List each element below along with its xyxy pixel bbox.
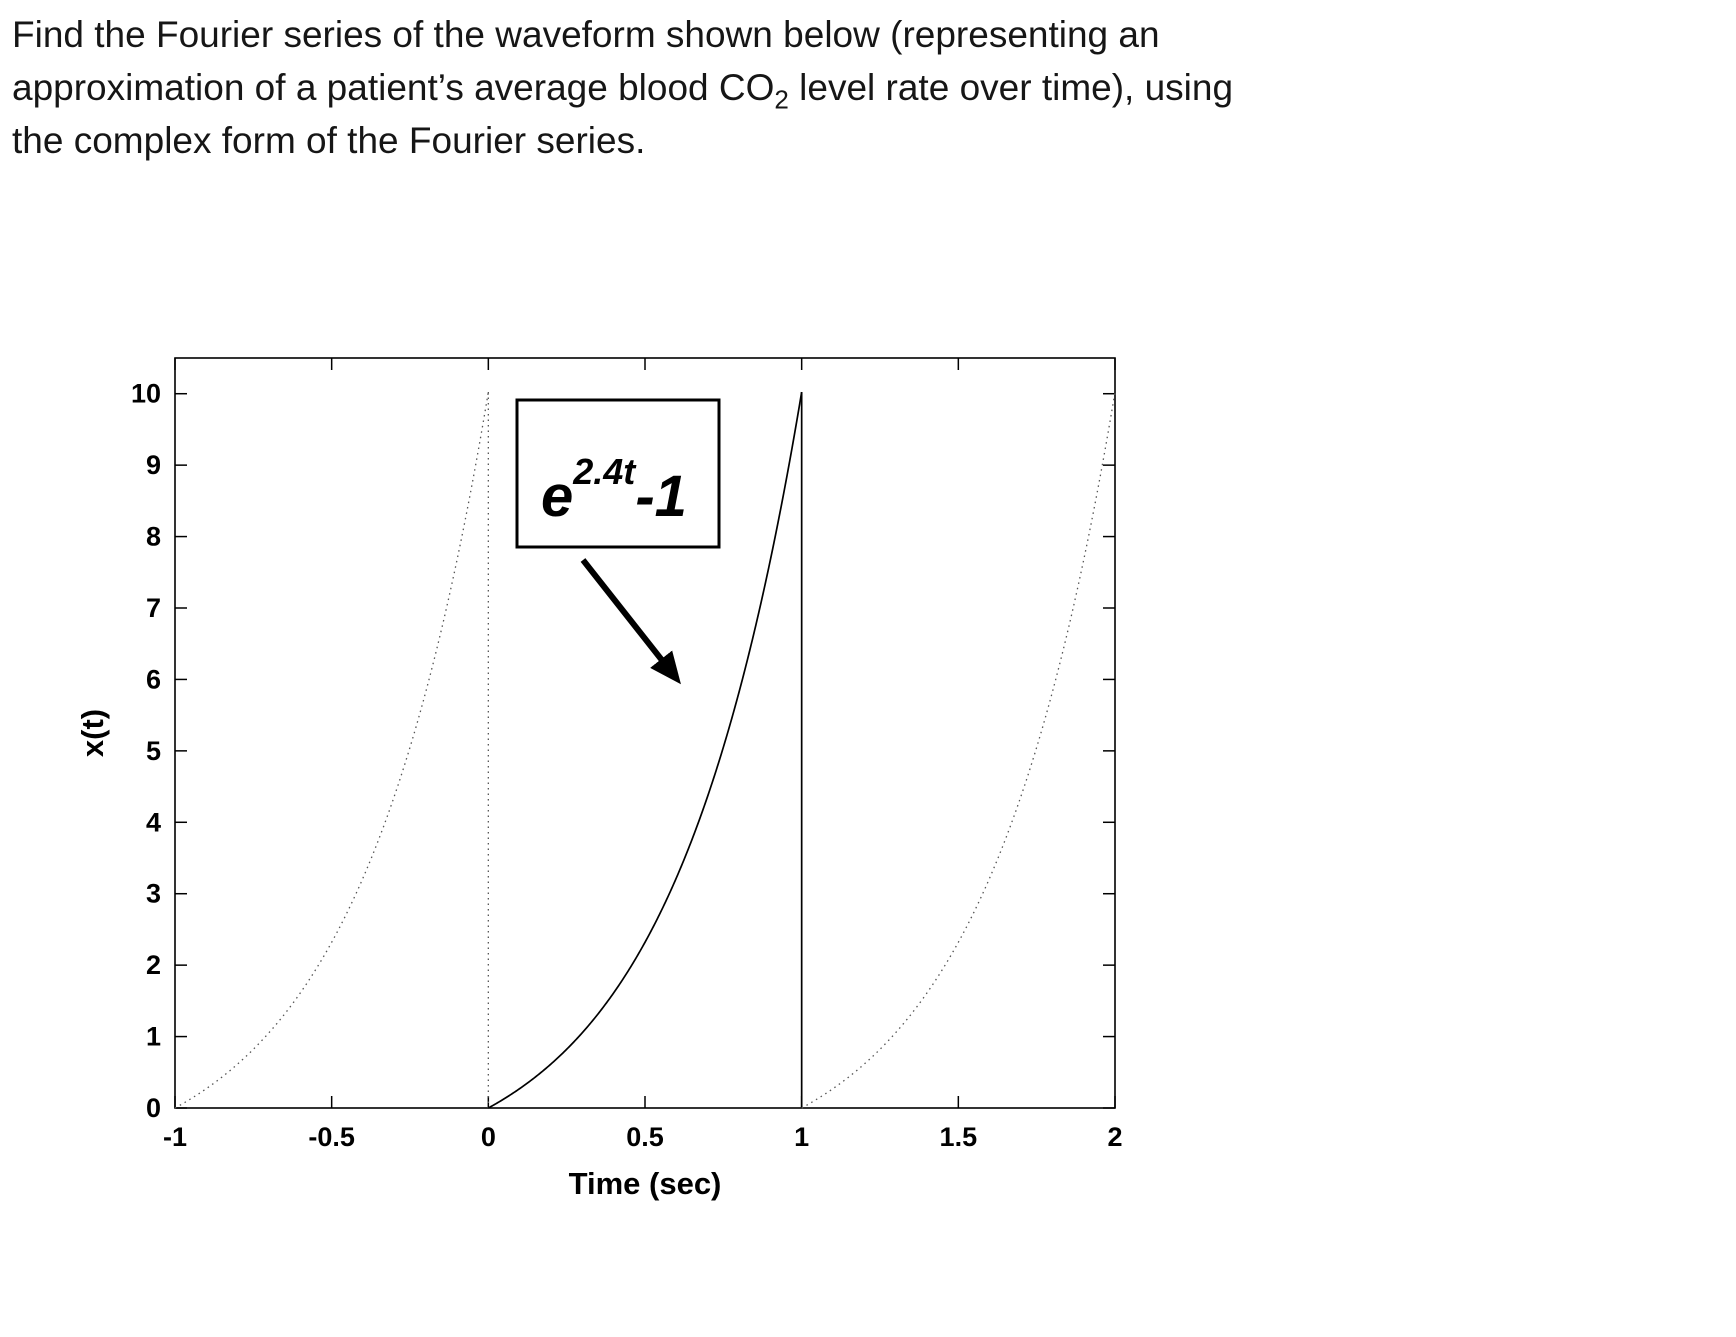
y-tick-label: 0 [146,1093,161,1123]
annotation-arrow [580,558,681,685]
y-tick-label: 3 [146,879,161,909]
y-tick-label: 7 [146,593,161,623]
question-line-3-text: the complex form of the Fourier series. [12,120,646,161]
y-tick-label: 5 [146,736,161,766]
formula-base: e [541,464,573,529]
waveform-segment-solid [487,391,803,1109]
x-tick-label: 0.5 [626,1122,664,1152]
annotation-box [515,398,721,549]
plot-content: -1 -0.5 0 0.5 1 1.5 2 0 1 2 3 4 5 6 7 8 9 10 [131,358,1123,1152]
waveform-plot: -1 -0.5 0 0.5 1 1.5 2 0 1 2 3 4 5 6 7 8 9 10 Time (sec) x… [75,357,1123,1201]
question-line-3: the complex form of the Fourier series. [12,114,1592,167]
y-tick-label: 1 [146,1022,161,1052]
x-tick-label: 2 [1107,1122,1122,1152]
waveform-segment-dotted [801,391,1116,1109]
x-axis-label: Time (sec) [569,1166,722,1201]
question-line-2-prefix: approximation of a patient’s average blo… [12,67,775,108]
x-tick-label: 0 [481,1122,496,1152]
y-tick-label: 4 [146,807,161,837]
formula-suffix: -1 [635,464,687,529]
y-tick-label: 9 [146,450,161,480]
question-line-2-suffix: level rate over time), using [788,67,1234,108]
x-tick-label: -0.5 [308,1122,355,1152]
question-line-1-text: Find the Fourier series of the waveform … [12,14,1160,55]
annotation-callout: e2.4t-1 [515,398,721,685]
x-tick-label: -1 [163,1122,187,1152]
y-tick-label: 8 [146,522,161,552]
y-tick-label: 2 [146,950,161,980]
co2-subscript: 2 [774,84,789,115]
waveform-segment-dotted [174,391,489,1109]
x-tick-label: 1.5 [940,1122,978,1152]
question-text: Find the Fourier series of the waveform … [12,8,1592,167]
annotation-formula: e2.4t-1 [541,451,687,529]
y-tick-label: 10 [131,379,161,409]
y-tick-label: 6 [146,664,161,694]
question-line-2: approximation of a patient’s average blo… [12,61,1592,114]
formula-exponent: 2.4t [572,451,637,492]
question-line-1: Find the Fourier series of the waveform … [12,8,1592,61]
waveform-figure: -1 -0.5 0 0.5 1 1.5 2 0 1 2 3 4 5 6 7 8 9 10 Time (sec) x… [0,330,1300,1332]
x-tick-label: 1 [794,1122,809,1152]
y-axis-label: x(t) [75,709,110,757]
